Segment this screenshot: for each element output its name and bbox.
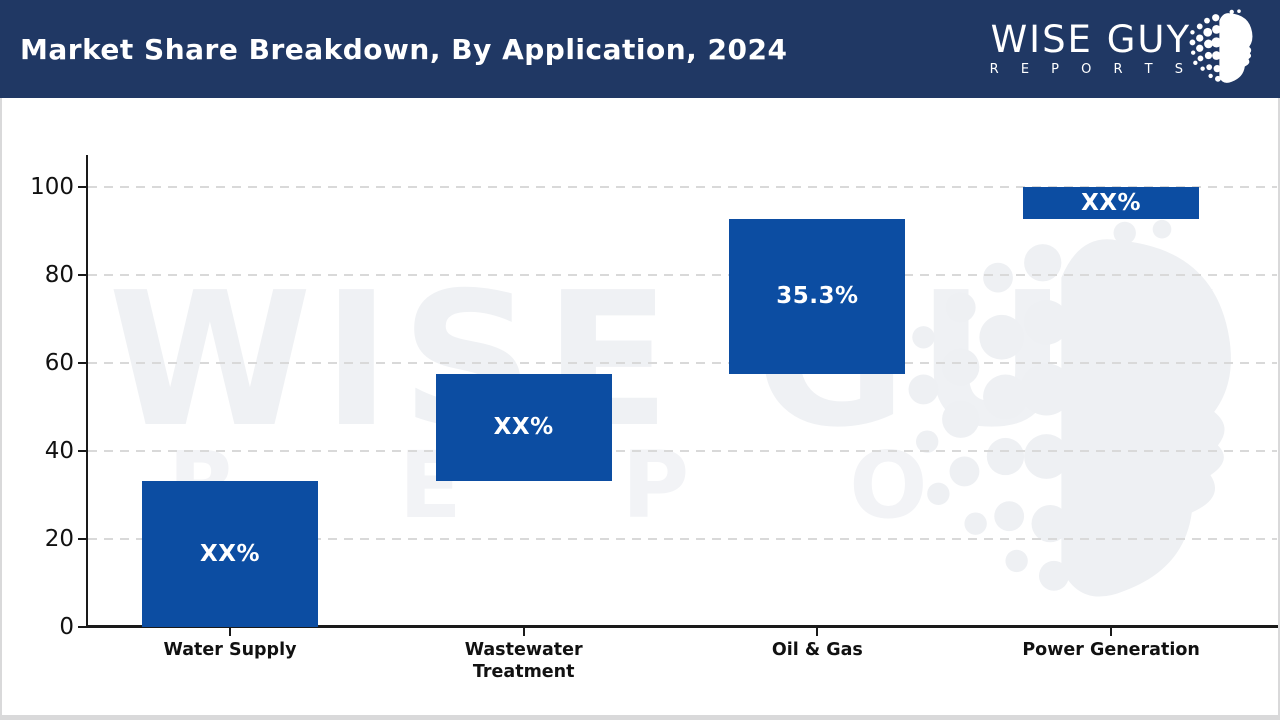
gridline — [88, 450, 1277, 452]
x-tick-label: Water Supply — [163, 640, 297, 660]
y-tick-label: 20 — [44, 526, 74, 552]
x-tick-label: Power Generation — [1022, 640, 1200, 660]
frame-border-left — [0, 98, 2, 716]
logo-text: WISE GUY R E P O R T S — [989, 18, 1192, 77]
logo-head-icon — [1189, 9, 1253, 83]
bar: XX% — [142, 480, 318, 627]
y-tick-mark — [78, 186, 87, 188]
x-tick-mark — [229, 628, 231, 636]
x-tick-mark — [522, 628, 525, 636]
x-axis-line — [86, 625, 1278, 628]
x-tick-label: Oil & Gas — [771, 640, 863, 660]
bar: XX% — [435, 374, 612, 481]
x-tick-mark — [1110, 628, 1113, 636]
x-tick-label: Wastewater Treatment — [464, 640, 583, 682]
bar-value-label: XX% — [493, 414, 554, 441]
y-tick-mark — [78, 538, 87, 540]
bar-value-label: XX% — [1081, 189, 1142, 216]
gridline — [88, 274, 1277, 276]
page-title: Market Share Breakdown, By Application, … — [20, 32, 788, 66]
y-tick-label: 100 — [30, 174, 74, 200]
y-axis-line — [86, 155, 88, 628]
wiseguy-logo: WISE GUY R E P O R T S — [990, 7, 1266, 91]
y-tick-mark — [78, 274, 87, 276]
y-tick-label: 60 — [44, 350, 74, 376]
logo-subtitle: R E P O R T S — [989, 61, 1192, 77]
logo-wordmark: WISE GUY — [990, 18, 1192, 62]
header: Market Share Breakdown, By Application, … — [0, 0, 1280, 98]
frame-border-bottom — [0, 715, 1280, 720]
gridline — [88, 362, 1277, 364]
frame-border-right — [1278, 98, 1280, 716]
gridline — [88, 186, 1277, 188]
bar: 35.3% — [729, 218, 906, 374]
gridline — [88, 538, 1277, 540]
y-tick-mark — [78, 450, 87, 452]
y-tick-label: 40 — [44, 438, 74, 464]
watermark-wordmark: WISE GUY — [108, 252, 1221, 468]
y-tick-label: 80 — [44, 262, 74, 288]
y-tick-mark — [78, 626, 87, 628]
bar: XX% — [1023, 187, 1200, 219]
bar-value-label: XX% — [199, 540, 260, 567]
x-tick-mark — [816, 628, 819, 636]
bar-value-label: 35.3% — [776, 283, 859, 310]
y-tick-mark — [78, 362, 87, 364]
y-tick-label: 0 — [59, 614, 74, 640]
